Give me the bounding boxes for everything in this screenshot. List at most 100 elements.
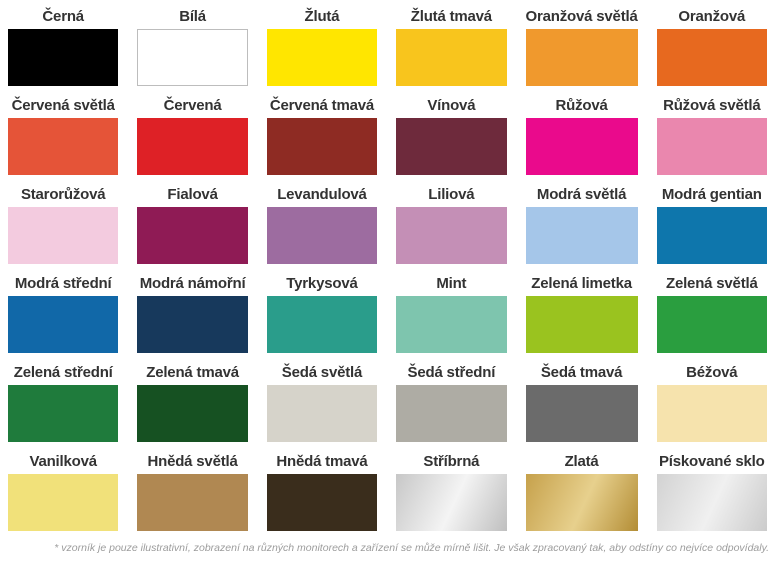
swatch-cell: Béžová <box>656 361 767 442</box>
swatch-label: Béžová <box>686 364 738 381</box>
footnote: * vzorník je pouze ilustrativní, zobraze… <box>54 542 769 554</box>
swatch-label: Modrá světlá <box>536 186 627 203</box>
swatch-cell: Starorůžová <box>8 183 119 264</box>
swatch-cell: Bílá <box>137 5 248 86</box>
swatch-label: Liliová <box>428 186 475 203</box>
color-swatch <box>137 207 248 264</box>
swatch-label: Starorůžová <box>20 186 106 203</box>
color-swatch <box>266 29 378 86</box>
swatch-cell: Levandulová <box>266 183 378 264</box>
color-swatch <box>266 118 378 175</box>
color-swatch <box>525 29 638 86</box>
color-swatch <box>8 296 119 353</box>
swatch-label: Černá <box>42 8 84 25</box>
swatch-cell: Fialová <box>137 183 248 264</box>
swatch-label: Zelená světlá <box>665 275 758 292</box>
swatch-label: Hnědá světlá <box>147 453 238 470</box>
swatch-label: Šedá tmavá <box>540 364 623 381</box>
color-swatch <box>8 474 119 531</box>
swatch-label: Stříbrná <box>423 453 480 470</box>
swatch-label: Oranžová světlá <box>525 8 638 25</box>
swatch-cell: Růžová světlá <box>656 94 767 175</box>
swatch-label: Hnědá tmavá <box>276 453 368 470</box>
swatch-label: Červená světlá <box>11 97 115 114</box>
color-swatch <box>396 385 507 442</box>
color-swatch <box>396 296 507 353</box>
swatch-cell: Stříbrná <box>396 450 507 531</box>
swatch-cell: Modrá gentian <box>656 183 767 264</box>
color-swatch <box>137 385 248 442</box>
color-swatch <box>266 385 378 442</box>
color-swatch <box>8 29 119 86</box>
swatch-cell: Zelená tmavá <box>137 361 248 442</box>
swatch-label: Bílá <box>179 8 206 25</box>
color-swatch <box>396 207 507 264</box>
swatch-cell: Šedá střední <box>396 361 507 442</box>
swatch-cell: Hnědá světlá <box>137 450 248 531</box>
color-swatch <box>396 474 507 531</box>
color-swatch <box>656 474 767 531</box>
color-swatch <box>525 385 638 442</box>
color-swatch <box>8 118 119 175</box>
swatch-cell: Zelená světlá <box>656 272 767 353</box>
color-swatch <box>396 29 507 86</box>
swatch-label: Modrá gentian <box>661 186 762 203</box>
swatch-label: Vínová <box>427 97 476 114</box>
color-swatch <box>137 296 248 353</box>
swatch-cell: Mint <box>396 272 507 353</box>
swatch-cell: Liliová <box>396 183 507 264</box>
swatch-cell: Pískované sklo <box>656 450 767 531</box>
color-palette-grid: Černá Bílá Žlutá Žlutá tmavá Oranžová sv… <box>8 5 767 531</box>
color-swatch <box>137 118 248 175</box>
color-swatch <box>656 207 767 264</box>
swatch-label: Šedá střední <box>407 364 496 381</box>
swatch-cell: Zlatá <box>525 450 638 531</box>
swatch-cell: Červená <box>137 94 248 175</box>
swatch-label: Modrá střední <box>14 275 112 292</box>
swatch-cell: Zelená střední <box>8 361 119 442</box>
color-swatch <box>266 296 378 353</box>
swatch-cell: Šedá tmavá <box>525 361 638 442</box>
swatch-label: Žlutá <box>304 8 340 25</box>
swatch-label: Oranžová <box>678 8 746 25</box>
swatch-cell: Modrá námořní <box>137 272 248 353</box>
swatch-cell: Černá <box>8 5 119 86</box>
swatch-label: Růžová světlá <box>663 97 761 114</box>
swatch-label: Tyrkysová <box>286 275 358 292</box>
swatch-cell: Růžová <box>525 94 638 175</box>
color-swatch <box>266 474 378 531</box>
color-swatch <box>266 207 378 264</box>
swatch-cell: Tyrkysová <box>266 272 378 353</box>
swatch-cell: Šedá světlá <box>266 361 378 442</box>
swatch-cell: Modrá světlá <box>525 183 638 264</box>
swatch-label: Růžová <box>555 97 608 114</box>
swatch-label: Zelená střední <box>13 364 113 381</box>
swatch-label: Zelená tmavá <box>146 364 239 381</box>
color-swatch <box>656 385 767 442</box>
color-swatch <box>8 385 119 442</box>
swatch-label: Fialová <box>167 186 218 203</box>
color-swatch <box>656 296 767 353</box>
swatch-label: Žlutá tmavá <box>410 8 492 25</box>
color-swatch <box>525 207 638 264</box>
swatch-cell: Červená tmavá <box>266 94 378 175</box>
swatch-label: Šedá světlá <box>281 364 363 381</box>
color-swatch <box>525 474 638 531</box>
swatch-label: Vanilková <box>29 453 97 470</box>
swatch-cell: Hnědá tmavá <box>266 450 378 531</box>
swatch-cell: Vínová <box>396 94 507 175</box>
swatch-label: Zlatá <box>564 453 599 470</box>
swatch-label: Modrá námořní <box>139 275 246 292</box>
color-swatch <box>525 118 638 175</box>
swatch-label: Mint <box>436 275 467 292</box>
color-swatch <box>137 29 248 86</box>
swatch-cell: Vanilková <box>8 450 119 531</box>
swatch-label: Červená tmavá <box>269 97 375 114</box>
swatch-label: Pískované sklo <box>659 453 765 470</box>
color-swatch <box>137 474 248 531</box>
color-swatch <box>656 29 767 86</box>
color-swatch <box>656 118 767 175</box>
swatch-label: Levandulová <box>277 186 367 203</box>
swatch-cell: Žlutá tmavá <box>396 5 507 86</box>
swatch-cell: Zelená limetka <box>525 272 638 353</box>
